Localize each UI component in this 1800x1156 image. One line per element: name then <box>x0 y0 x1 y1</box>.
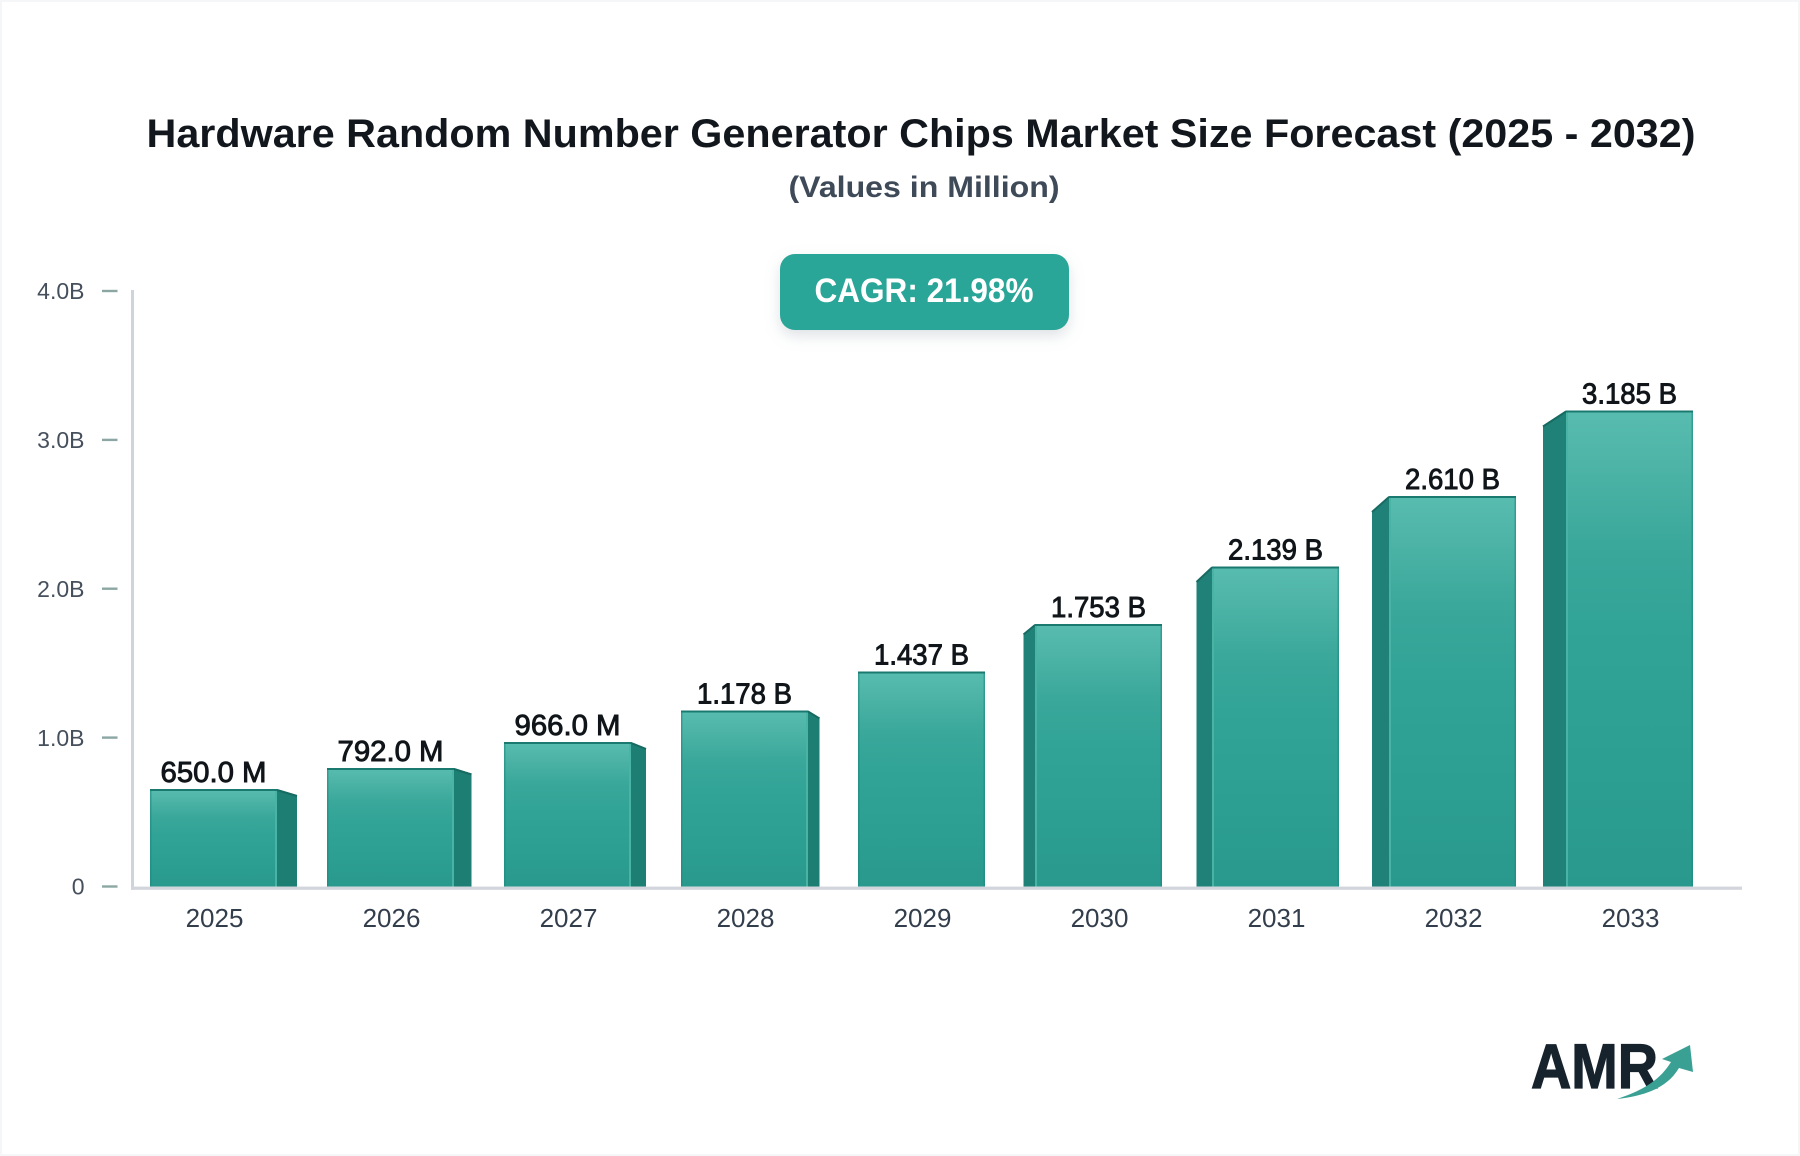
svg-text:650.0 M: 650.0 M <box>161 757 267 789</box>
svg-text:966.0 M: 966.0 M <box>515 710 621 742</box>
svg-text:1.437 B: 1.437 B <box>874 640 969 672</box>
svg-text:2032: 2032 <box>1425 903 1483 933</box>
svg-text:2.139 B: 2.139 B <box>1228 535 1323 567</box>
svg-text:3.0B: 3.0B <box>37 427 84 453</box>
svg-text:2031: 2031 <box>1248 903 1306 933</box>
svg-text:2.0B: 2.0B <box>37 576 84 602</box>
svg-text:1.753 B: 1.753 B <box>1051 592 1146 624</box>
svg-text:1.178 B: 1.178 B <box>697 679 792 711</box>
svg-text:2033: 2033 <box>1602 903 1660 933</box>
svg-text:2026: 2026 <box>363 903 421 933</box>
svg-text:AMR: AMR <box>1531 1032 1658 1102</box>
svg-text:4.0B: 4.0B <box>37 278 84 304</box>
svg-text:3.185 B: 3.185 B <box>1582 379 1677 411</box>
svg-text:792.0 M: 792.0 M <box>338 736 444 768</box>
svg-text:Hardware Random Number Generat: Hardware Random Number Generator Chips M… <box>147 112 1696 156</box>
svg-text:1.0B: 1.0B <box>37 725 84 751</box>
svg-text:CAGR: 21.98%: CAGR: 21.98% <box>815 272 1034 310</box>
svg-text:0: 0 <box>72 874 85 900</box>
svg-text:2028: 2028 <box>717 903 775 933</box>
svg-text:(Values in Million): (Values in Million) <box>789 171 1060 204</box>
svg-text:2025: 2025 <box>186 903 244 933</box>
svg-text:2027: 2027 <box>540 903 598 933</box>
svg-text:2.610 B: 2.610 B <box>1405 464 1500 496</box>
svg-text:2030: 2030 <box>1071 903 1129 933</box>
svg-text:2029: 2029 <box>894 903 952 933</box>
